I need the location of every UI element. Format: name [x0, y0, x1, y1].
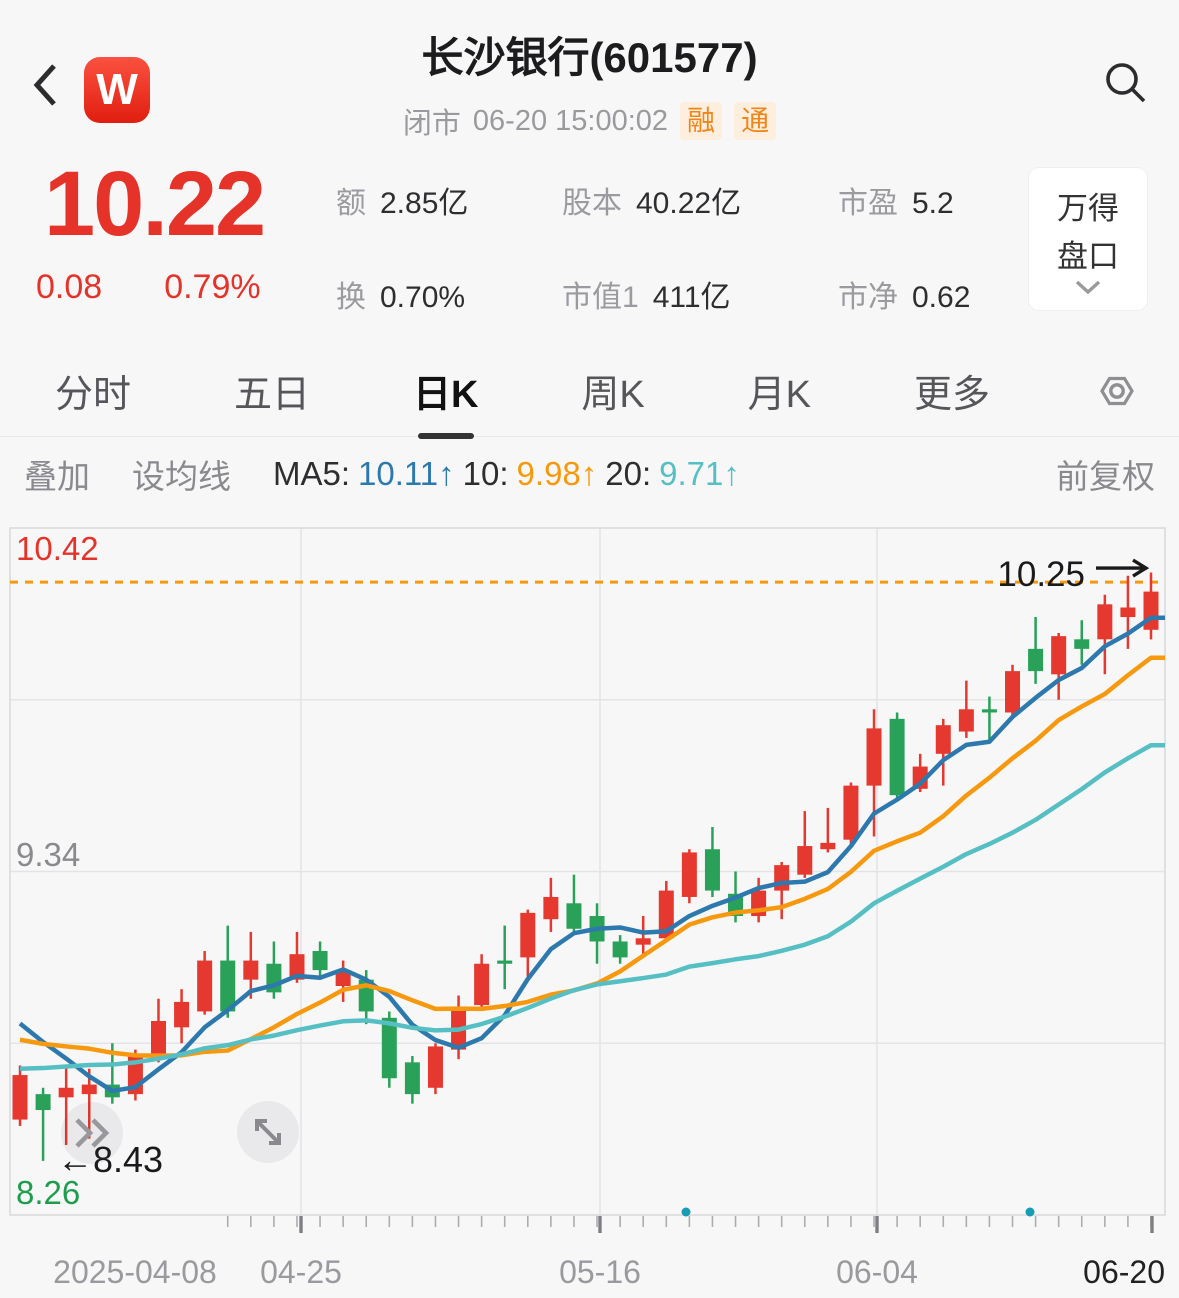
svg-text:9.34: 9.34 — [16, 836, 80, 873]
ma5-label: MA5: — [273, 454, 351, 492]
stock-title: 长沙银行(601577) — [421, 34, 758, 81]
price-change: 0.08 — [36, 268, 103, 306]
svg-text:2025-04-08: 2025-04-08 — [53, 1254, 217, 1290]
stat-turnover: 换 0.70% — [336, 281, 466, 314]
tab-wuri[interactable]: 五日 — [233, 374, 310, 416]
back-icon[interactable] — [32, 62, 58, 108]
chevron-down-icon — [1075, 280, 1101, 295]
tab-fenshi[interactable]: 分时 — [55, 374, 132, 416]
svg-text:8.26: 8.26 — [16, 1174, 80, 1211]
overlay-button[interactable]: 叠加 — [24, 457, 90, 495]
market-status: 闭市 — [402, 108, 461, 140]
wande-pankou-button[interactable]: 万得 盘口 — [1029, 168, 1147, 310]
svg-text:04-25: 04-25 — [260, 1254, 342, 1290]
ma5-value: 10.11↑ — [358, 454, 455, 492]
tab-yuek[interactable]: 月K — [747, 374, 812, 416]
svg-text:05-16: 05-16 — [559, 1254, 641, 1290]
double-chevron-right-icon — [75, 1118, 110, 1148]
quote-datetime: 06-20 15:00:02 — [472, 104, 669, 137]
tab-zhouk[interactable]: 周K — [581, 374, 645, 416]
svg-text:10.42: 10.42 — [16, 530, 99, 567]
svg-text:06-04: 06-04 — [836, 1254, 918, 1290]
margin-badge[interactable]: 融 — [680, 102, 723, 140]
ma20-value: 9.71↑ — [659, 454, 740, 492]
svg-text:10.25: 10.25 — [997, 555, 1085, 594]
ma-info-bar: 叠加 设均线 MA5: 10.11↑ 10: 9.98↑ 20: 9.71↑ 前… — [0, 437, 1179, 510]
period-tabbar: 分时 五日 日K 周K 月K 更多 — [0, 345, 1179, 437]
stat-pb: 市净 0.62 — [838, 281, 971, 314]
quote-section: 10.22 0.08 0.79% 额 2.85亿 股本 40.22亿 市盈 5.2 换… — [0, 150, 1179, 345]
stat-amount: 额 2.85亿 — [336, 187, 469, 220]
svg-text:←8.43: ←8.43 — [57, 1139, 163, 1180]
diagonal-resize-icon — [255, 1119, 281, 1145]
panel-line2: 盘口 — [1057, 239, 1119, 274]
set-ma-button[interactable]: 设均线 — [132, 457, 231, 495]
chart-settings-icon[interactable] — [1093, 370, 1141, 412]
svg-text:06-20: 06-20 — [1083, 1254, 1165, 1290]
search-icon[interactable] — [1101, 58, 1151, 108]
price-change-row: 0.08 0.79% — [36, 268, 261, 307]
ma20-label: 20: — [605, 454, 652, 492]
tab-gengduo[interactable]: 更多 — [913, 374, 990, 416]
connect-badge[interactable]: 通 — [734, 102, 777, 140]
market-status-row: 闭市 06-20 15:00:02 融 通 — [0, 100, 1179, 142]
kline-chart-svg: 10.42 9.34 8.26 2025-04-08 04-25 05-16 06-04 06… — [9, 527, 1166, 1290]
ma10-value: 9.98↑ — [516, 454, 598, 492]
kline-chart[interactable]: 10.42 9.34 8.26 2025-04-08 04-25 05-16 06-04 06… — [0, 510, 1179, 1298]
adjust-mode-button[interactable]: 前复权 — [1056, 457, 1155, 495]
wind-logo-letter: W — [96, 65, 138, 114]
stat-pe: 市盈 5.2 — [838, 187, 954, 220]
last-price: 10.22 — [44, 153, 266, 255]
stat-shares: 股本 40.22亿 — [562, 187, 742, 220]
ma10-label: 10: — [462, 454, 509, 492]
panel-line1: 万得 — [1057, 191, 1119, 226]
fast-forward-button[interactable] — [61, 1102, 123, 1164]
tab-rik-active[interactable]: 日K — [413, 340, 478, 441]
stats-grid: 额 2.85亿 股本 40.22亿 市盈 5.2 换 0.70% 市值1 411亿 市净 0… — [336, 178, 1028, 316]
resize-chart-button[interactable] — [237, 1101, 299, 1163]
header: W 长沙银行(601577) 闭市 06-20 15:00:02 融 通 — [0, 0, 1179, 150]
price-change-pct: 0.79% — [164, 268, 261, 306]
ma-values: MA5: 10.11↑ 10: 9.98↑ 20: 9.71↑ — [273, 455, 740, 493]
wind-logo[interactable]: W — [84, 57, 150, 123]
stat-marketcap: 市值1 411亿 — [562, 281, 731, 314]
